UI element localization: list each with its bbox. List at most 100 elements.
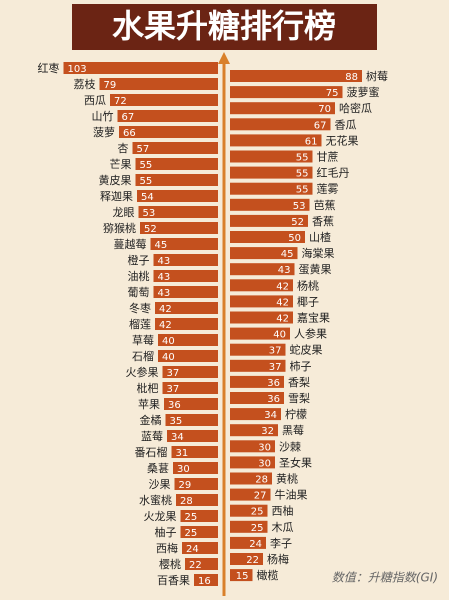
value-label: 36: [267, 378, 280, 389]
category-label: 西梅: [156, 541, 178, 555]
bar: [153, 286, 218, 298]
category-label: 草莓: [132, 334, 154, 347]
category-label: 莲雾: [317, 183, 339, 196]
value-label: 45: [155, 240, 168, 251]
bar: [176, 494, 218, 506]
bar: [230, 553, 263, 565]
value-label: 61: [305, 136, 318, 147]
value-label: 35: [170, 416, 183, 427]
category-label: 石榴: [132, 349, 154, 363]
bar: [230, 86, 343, 99]
category-label: 金橘: [140, 413, 162, 427]
category-label: 圣女果: [279, 455, 312, 469]
value-label: 42: [276, 314, 289, 325]
bar: [230, 343, 286, 356]
bar: [150, 238, 218, 250]
bar: [180, 526, 218, 538]
category-label: 菠萝蜜: [347, 85, 380, 99]
category-label: 油桃: [128, 269, 150, 283]
bar: [230, 359, 286, 372]
bar: [230, 166, 313, 179]
value-label: 34: [264, 410, 277, 421]
bar: [138, 206, 218, 218]
value-label: 34: [171, 432, 184, 443]
bar: [171, 446, 218, 458]
bar: [230, 279, 293, 292]
category-label: 柚子: [155, 525, 177, 539]
category-label: 香梨: [288, 375, 310, 389]
category-label: 释迦果: [100, 190, 133, 203]
category-label: 苹果: [138, 397, 160, 411]
category-label: 木瓜: [272, 521, 294, 534]
bar: [180, 510, 218, 522]
category-label: 黄桃: [276, 472, 298, 486]
category-label: 西瓜: [84, 94, 106, 107]
bar: [135, 174, 218, 186]
category-label: 蛇皮果: [290, 343, 323, 357]
bar: [117, 110, 218, 122]
value-label: 15: [236, 571, 249, 582]
category-label: 桑葚: [147, 462, 169, 475]
value-label: 50: [288, 233, 301, 244]
bar: [230, 150, 313, 163]
category-label: 椰子: [297, 294, 319, 308]
value-label: 37: [269, 346, 282, 357]
bar: [230, 231, 305, 243]
bar: [230, 488, 271, 501]
bar: [230, 70, 362, 82]
bar: [194, 574, 218, 586]
value-label: 55: [140, 176, 153, 187]
value-label: 54: [141, 192, 154, 203]
category-label: 葡萄: [128, 286, 150, 299]
value-label: 31: [176, 448, 189, 459]
bar: [110, 94, 218, 106]
value-label: 67: [314, 120, 327, 131]
category-label: 樱桃: [159, 557, 181, 571]
category-label: 杏: [118, 142, 129, 155]
bar: [230, 311, 293, 324]
value-label: 30: [258, 458, 271, 469]
value-label: 30: [258, 442, 271, 453]
category-label: 火参果: [126, 365, 159, 379]
bar: [230, 504, 268, 517]
value-label: 72: [114, 96, 127, 107]
value-label: 28: [180, 496, 193, 507]
bar: [135, 158, 218, 170]
value-label: 29: [179, 480, 192, 491]
value-label: 88: [345, 72, 358, 83]
category-label: 枇杷: [137, 381, 159, 395]
bar: [167, 430, 218, 442]
category-label: 哈密瓜: [339, 101, 372, 115]
value-label: 42: [159, 304, 172, 315]
value-label: 36: [168, 400, 181, 411]
category-label: 香瓜: [335, 118, 357, 131]
bar: [230, 569, 253, 582]
category-label: 杨梅: [267, 552, 289, 566]
value-label: 16: [198, 576, 211, 587]
category-label: 沙果: [149, 478, 171, 491]
bar: [153, 270, 218, 282]
bar: [99, 78, 218, 90]
value-label: 37: [167, 384, 180, 395]
bar: [230, 424, 278, 437]
value-label: 103: [68, 64, 87, 75]
value-label: 37: [269, 362, 282, 373]
value-label: 43: [278, 265, 291, 276]
bar: [230, 536, 266, 549]
value-label: 40: [162, 352, 175, 363]
value-label: 55: [296, 153, 309, 164]
value-label: 42: [159, 320, 172, 331]
bar: [230, 263, 295, 276]
bar: [162, 382, 218, 394]
value-label: 53: [293, 201, 306, 212]
note: 数值：升糖指数(GI): [332, 571, 438, 585]
category-label: 火龙果: [144, 510, 177, 523]
value-label: 67: [122, 112, 135, 123]
value-label: 24: [249, 539, 262, 550]
category-label: 菠萝: [93, 126, 115, 139]
category-label: 雪梨: [288, 391, 310, 405]
chart-title: 水果升糖排行榜: [112, 7, 336, 45]
category-label: 西柚: [272, 504, 294, 518]
bar: [155, 302, 218, 314]
